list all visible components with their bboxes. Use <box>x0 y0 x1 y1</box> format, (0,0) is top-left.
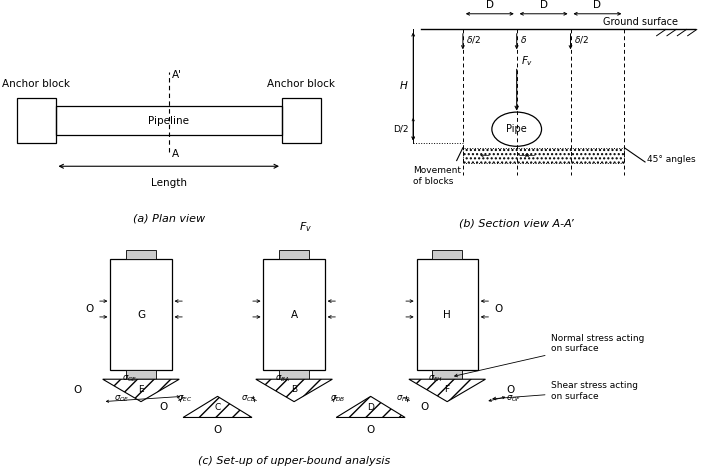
Bar <box>17 98 56 143</box>
Text: $\delta$: $\delta$ <box>520 34 527 45</box>
Text: $F_v$: $F_v$ <box>299 220 311 234</box>
Text: $\sigma_{CB}$: $\sigma_{CB}$ <box>240 394 256 404</box>
Text: Movement
of blocks: Movement of blocks <box>413 166 461 186</box>
Text: $\sigma_{BA}$: $\sigma_{BA}$ <box>276 374 290 384</box>
Polygon shape <box>103 379 179 402</box>
Text: A: A <box>172 149 179 159</box>
Text: G: G <box>137 310 145 320</box>
Text: F: F <box>444 385 450 394</box>
Text: O: O <box>160 402 168 412</box>
Text: $\sigma_{OF}$: $\sigma_{OF}$ <box>506 394 522 404</box>
Text: H: H <box>444 310 451 320</box>
Text: $\sigma_{FD}$: $\sigma_{FD}$ <box>396 394 411 404</box>
Text: O: O <box>420 402 428 412</box>
Bar <box>432 370 463 379</box>
Text: D/2: D/2 <box>394 125 409 133</box>
Text: D: D <box>593 0 602 10</box>
Text: O: O <box>85 304 93 314</box>
Bar <box>56 106 282 135</box>
Bar <box>463 148 624 163</box>
Text: C: C <box>214 403 221 412</box>
Text: (c) Set-up of upper-bound analysis: (c) Set-up of upper-bound analysis <box>198 456 390 466</box>
Text: Normal stress acting
on surface: Normal stress acting on surface <box>455 334 644 377</box>
Text: A': A' <box>172 70 182 80</box>
Bar <box>110 259 172 370</box>
Bar <box>126 250 156 259</box>
Text: O: O <box>506 385 515 395</box>
Polygon shape <box>336 396 405 418</box>
Text: B: B <box>291 385 297 394</box>
Text: O: O <box>74 385 82 395</box>
Text: Length: Length <box>150 178 187 188</box>
Text: (a) Plan view: (a) Plan view <box>133 213 205 223</box>
Bar <box>417 259 478 370</box>
Text: $\sigma_{GE}$: $\sigma_{GE}$ <box>122 374 137 384</box>
Text: O: O <box>366 426 375 436</box>
Text: D: D <box>540 0 548 10</box>
Bar <box>279 250 309 259</box>
Text: $\sigma_{EC}$: $\sigma_{EC}$ <box>177 394 193 404</box>
Bar <box>282 98 321 143</box>
Text: (b) Section view A-A’: (b) Section view A-A’ <box>459 219 574 229</box>
Text: O: O <box>214 426 221 436</box>
Polygon shape <box>183 396 252 418</box>
Text: $\delta/2$: $\delta/2$ <box>574 34 589 45</box>
Text: Pipe: Pipe <box>506 124 527 134</box>
Text: Anchor block: Anchor block <box>2 79 70 89</box>
Text: Shear stress acting
on surface: Shear stress acting on surface <box>493 381 638 401</box>
Text: Ground surface: Ground surface <box>603 17 678 27</box>
Text: $\sigma_{FH}$: $\sigma_{FH}$ <box>428 374 444 384</box>
Text: $\sigma_{DB}$: $\sigma_{DB}$ <box>330 394 346 404</box>
Text: D: D <box>367 403 374 412</box>
Text: A: A <box>290 310 297 320</box>
Text: $F_v$: $F_v$ <box>521 54 533 68</box>
Text: 45° angles: 45° angles <box>647 155 696 163</box>
Text: Anchor block: Anchor block <box>267 79 335 89</box>
Text: E: E <box>138 385 144 394</box>
Bar <box>432 250 463 259</box>
Text: $\sigma_{OE}$: $\sigma_{OE}$ <box>114 394 129 404</box>
Bar <box>279 370 309 379</box>
Bar <box>264 259 325 370</box>
Polygon shape <box>409 379 486 402</box>
Text: O: O <box>495 304 503 314</box>
Polygon shape <box>256 379 333 402</box>
Text: D: D <box>486 0 494 10</box>
Text: Pipeline: Pipeline <box>148 115 189 126</box>
Bar <box>126 370 156 379</box>
Text: H: H <box>399 81 407 92</box>
Text: $\delta/2$: $\delta/2$ <box>466 34 481 45</box>
